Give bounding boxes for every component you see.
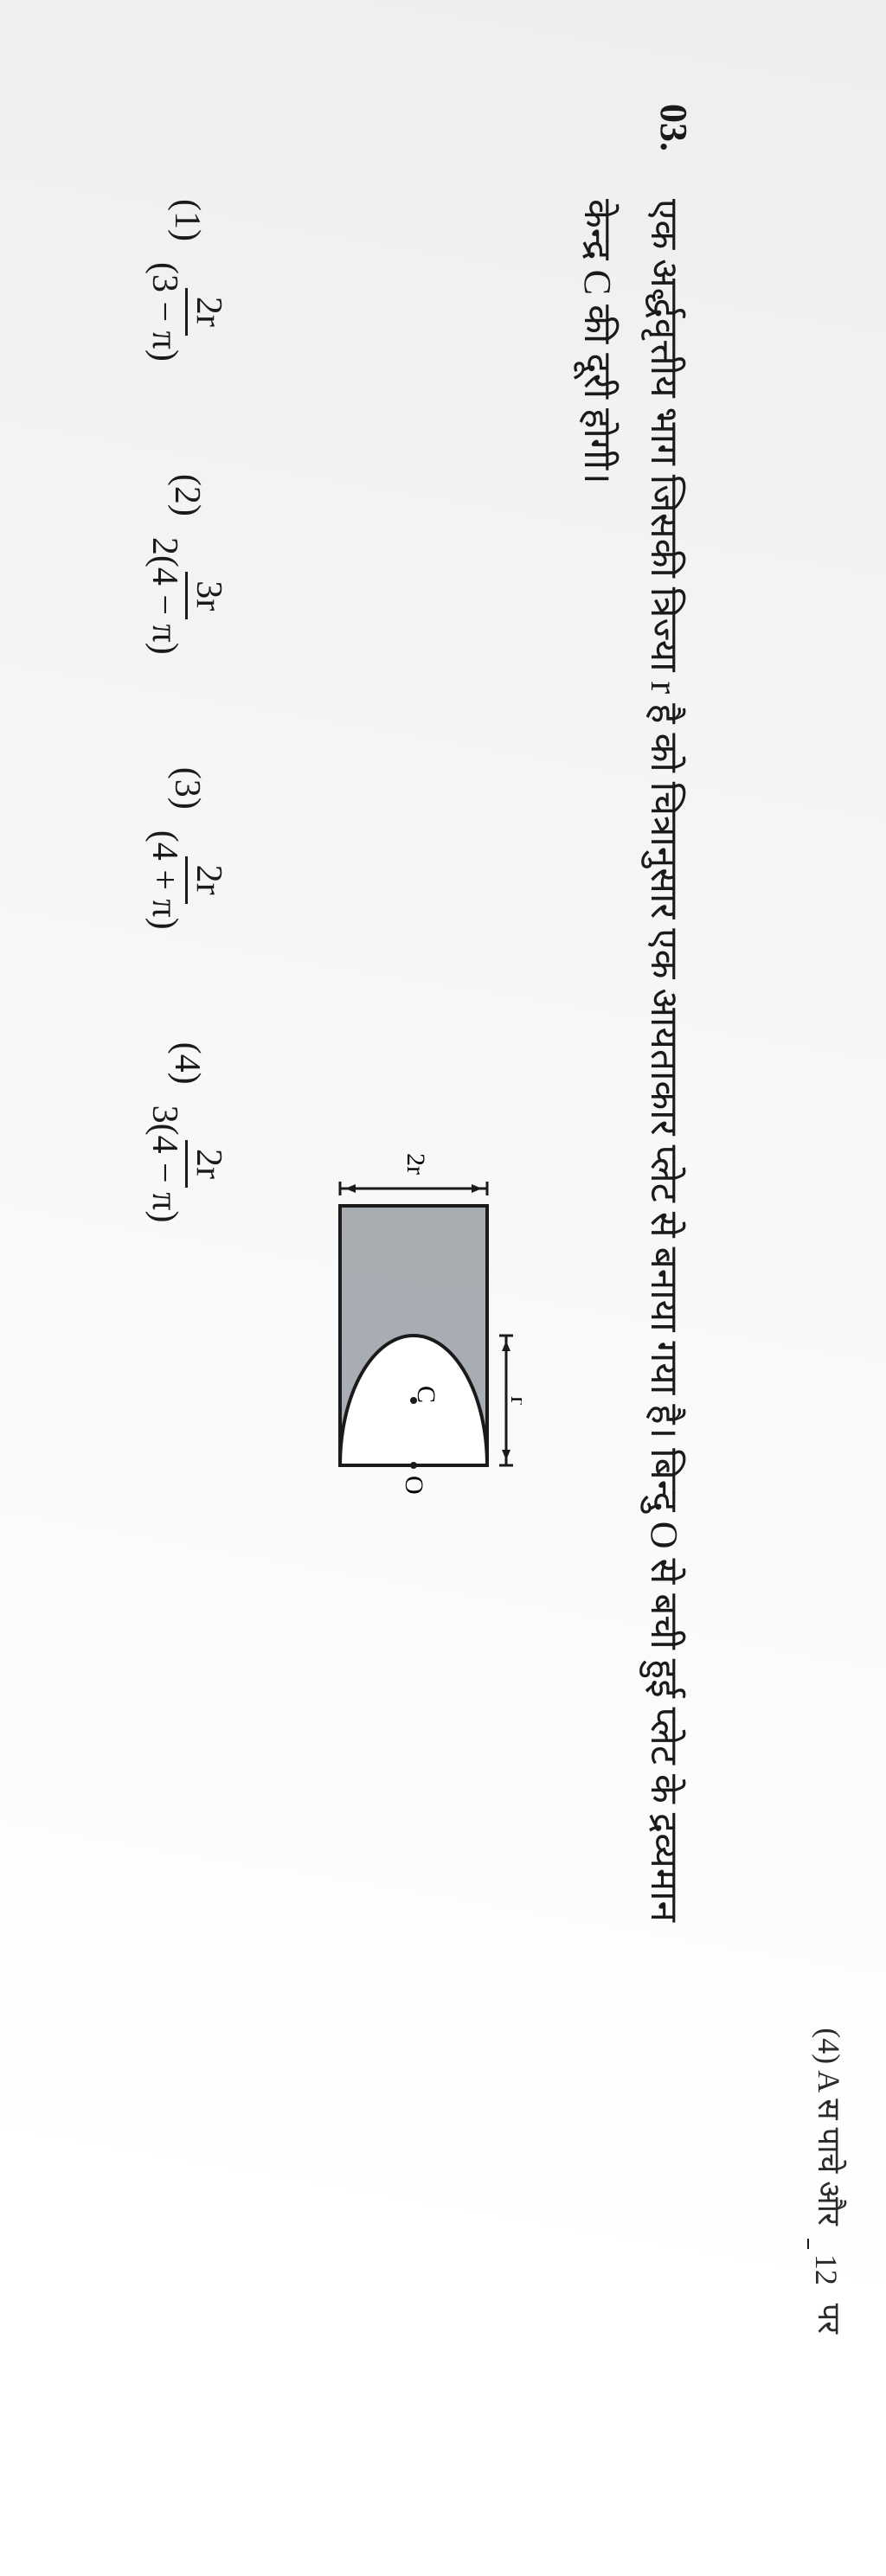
- option-3-label: (3): [166, 767, 208, 810]
- question-number: 03.: [652, 104, 696, 199]
- figure: r 2r: [297, 1154, 522, 1517]
- option-4: (4) 2r 3(4 − π): [145, 1042, 228, 1232]
- option-2-den: 2(4 − π): [145, 529, 185, 663]
- frag-frac-bot: 12: [809, 2249, 844, 2291]
- option-3-num: 2r: [185, 856, 228, 904]
- option-2-num: 3r: [185, 572, 228, 619]
- option-1: (1) 2r (3 − π): [145, 199, 228, 370]
- options-row: (1) 2r (3 − π) (2) 3r 2(4 − π) (3) 2r (4…: [145, 199, 228, 2472]
- option-2-fraction: 3r 2(4 − π): [145, 529, 228, 663]
- page-header-fragment: (4) A स पाचे और 12 पर: [809, 2028, 851, 2334]
- label-c: C: [412, 1386, 440, 1403]
- left-dimension: 2r: [340, 1154, 487, 1195]
- option-2-label: (2): [166, 474, 208, 516]
- figure-wrapper: r 2r: [297, 199, 522, 2472]
- option-1-fraction: 2r (3 − π): [145, 253, 228, 370]
- option-1-label: (1): [166, 199, 208, 241]
- dim-r-label: r: [505, 1396, 522, 1405]
- dim-2r-label: 2r: [401, 1154, 430, 1175]
- question-row: 03. एक अर्द्धवृत्तीय भाग जिसकी त्रिज्या …: [631, 104, 696, 2472]
- option-3-den: (4 + π): [145, 822, 185, 939]
- option-4-label: (4): [166, 1042, 208, 1085]
- question-line-2: केन्द्र C की दूरी होगी।: [574, 199, 626, 2472]
- option-2: (2) 3r 2(4 − π): [145, 474, 228, 663]
- option-3: (3) 2r (4 + π): [145, 767, 228, 939]
- label-o: O: [400, 1476, 428, 1495]
- frag-right: पर: [812, 2304, 846, 2334]
- top-dimension: r: [499, 1336, 522, 1465]
- option-1-num: 2r: [185, 288, 228, 336]
- question-line-1: एक अर्द्धवृत्तीय भाग जिसकी त्रिज्या r है…: [631, 199, 696, 2472]
- option-3-fraction: 2r (4 + π): [145, 822, 228, 939]
- frag-fraction: 12: [809, 2239, 842, 2291]
- option-4-fraction: 2r 3(4 − π): [145, 1097, 228, 1232]
- option-4-num: 2r: [185, 1140, 228, 1188]
- option-1-den: (3 − π): [145, 253, 185, 370]
- option-4-den: 3(4 − π): [145, 1097, 185, 1232]
- figure-svg: r 2r: [297, 1154, 522, 1517]
- frag-left: (4) A स पाचे और: [812, 2028, 846, 2226]
- frag-frac-top: [807, 2239, 844, 2249]
